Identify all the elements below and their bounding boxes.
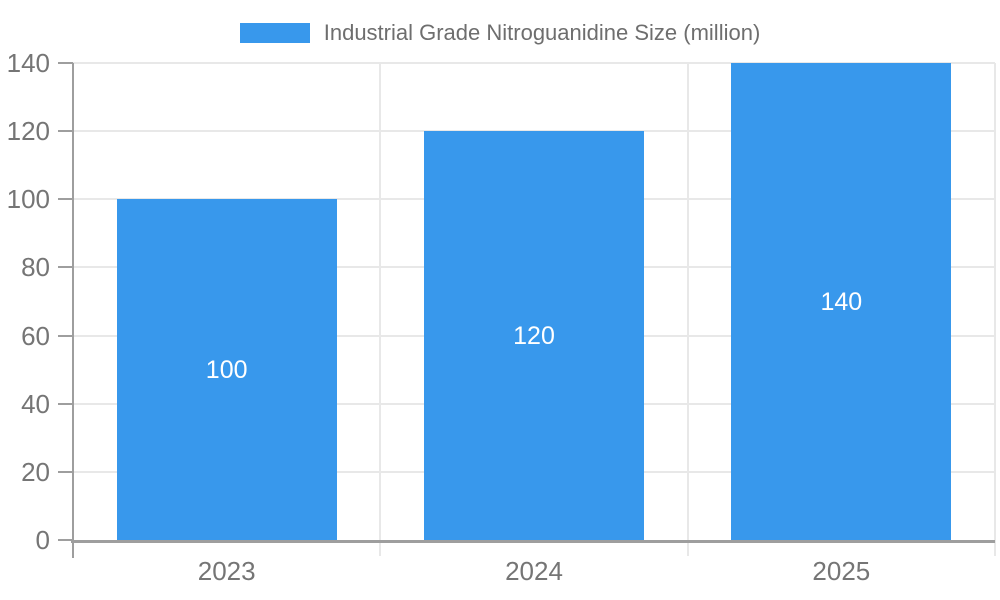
bar-value-label: 120 — [513, 321, 555, 350]
gridline-h — [73, 62, 995, 64]
bar-2023[interactable] — [116, 199, 337, 540]
x-axis-label: 2025 — [812, 556, 871, 586]
gridline-v — [994, 63, 996, 556]
y-axis-tick — [58, 130, 73, 133]
y-axis-tick — [58, 402, 73, 405]
bar-value-label: 140 — [820, 287, 863, 316]
bar-value-label: 100 — [205, 355, 248, 384]
y-axis-tick-label: 80 — [21, 252, 50, 283]
gridline-v — [686, 63, 689, 556]
y-axis-tick-label: 60 — [21, 320, 50, 351]
bar-2025[interactable] — [731, 63, 952, 540]
y-axis-tick — [58, 539, 73, 541]
y-axis-tick-label: 0 — [35, 525, 50, 555]
y-axis-tick — [58, 470, 73, 473]
y-axis-tick-label: 40 — [21, 388, 50, 419]
y-axis-tick — [58, 266, 73, 269]
y-axis-tick-label: 120 — [6, 116, 50, 147]
y-axis-tick — [58, 334, 73, 337]
bar-2024[interactable] — [424, 131, 644, 540]
x-axis-label: 2024 — [505, 556, 563, 586]
gridline-v — [379, 63, 382, 556]
legend-item[interactable]: Industrial Grade Nitroguanidine Size (mi… — [0, 20, 1000, 46]
y-axis-line — [72, 63, 74, 558]
x-axis-label: 2023 — [197, 556, 256, 586]
y-axis-tick-label: 100 — [6, 184, 50, 215]
y-axis-tick — [58, 198, 73, 201]
x-axis-line — [71, 540, 995, 543]
y-axis-tick-label: 20 — [21, 456, 50, 487]
y-axis-tick — [58, 62, 73, 64]
legend-color-swatch — [239, 23, 310, 43]
y-axis-tick-label: 140 — [6, 48, 50, 78]
legend-label: Industrial Grade Nitroguanidine Size (mi… — [323, 20, 761, 45]
